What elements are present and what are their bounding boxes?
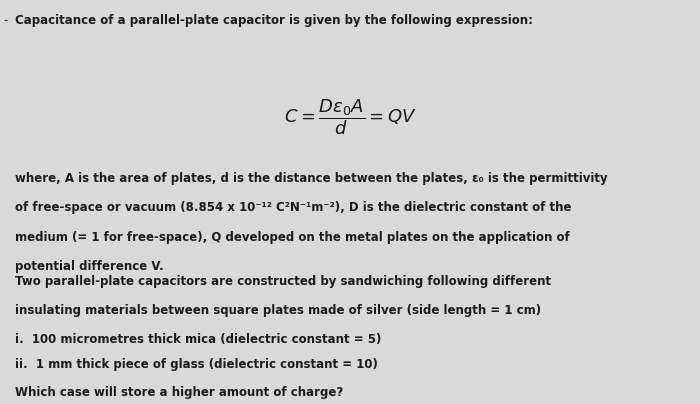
Text: Two parallel-plate capacitors are constructed by sandwiching following different: Two parallel-plate capacitors are constr… bbox=[15, 275, 552, 288]
Text: of free-space or vacuum (8.854 x 10⁻¹² C²N⁻¹m⁻²), D is the dielectric constant o: of free-space or vacuum (8.854 x 10⁻¹² C… bbox=[15, 201, 572, 214]
Text: medium (= 1 for free-space), Q developed on the metal plates on the application : medium (= 1 for free-space), Q developed… bbox=[15, 231, 570, 244]
Text: ii.  1 mm thick piece of glass (dielectric constant = 10): ii. 1 mm thick piece of glass (dielectri… bbox=[15, 358, 378, 370]
Text: potential difference V.: potential difference V. bbox=[15, 260, 164, 273]
Text: where, A is the area of plates, d is the distance between the plates, ε₀ is the : where, A is the area of plates, d is the… bbox=[15, 172, 608, 185]
Text: Capacitance of a parallel-plate capacitor is given by the following expression:: Capacitance of a parallel-plate capacito… bbox=[15, 14, 533, 27]
Text: insulating materials between square plates made of silver (side length = 1 cm): insulating materials between square plat… bbox=[15, 304, 542, 317]
Text: -: - bbox=[4, 14, 8, 27]
Text: $C = \dfrac{D\varepsilon_0 A}{d} = QV$: $C = \dfrac{D\varepsilon_0 A}{d} = QV$ bbox=[284, 97, 416, 137]
Text: Which case will store a higher amount of charge?: Which case will store a higher amount of… bbox=[15, 386, 344, 399]
Text: i.  100 micrometres thick mica (dielectric constant = 5): i. 100 micrometres thick mica (dielectri… bbox=[15, 333, 382, 346]
